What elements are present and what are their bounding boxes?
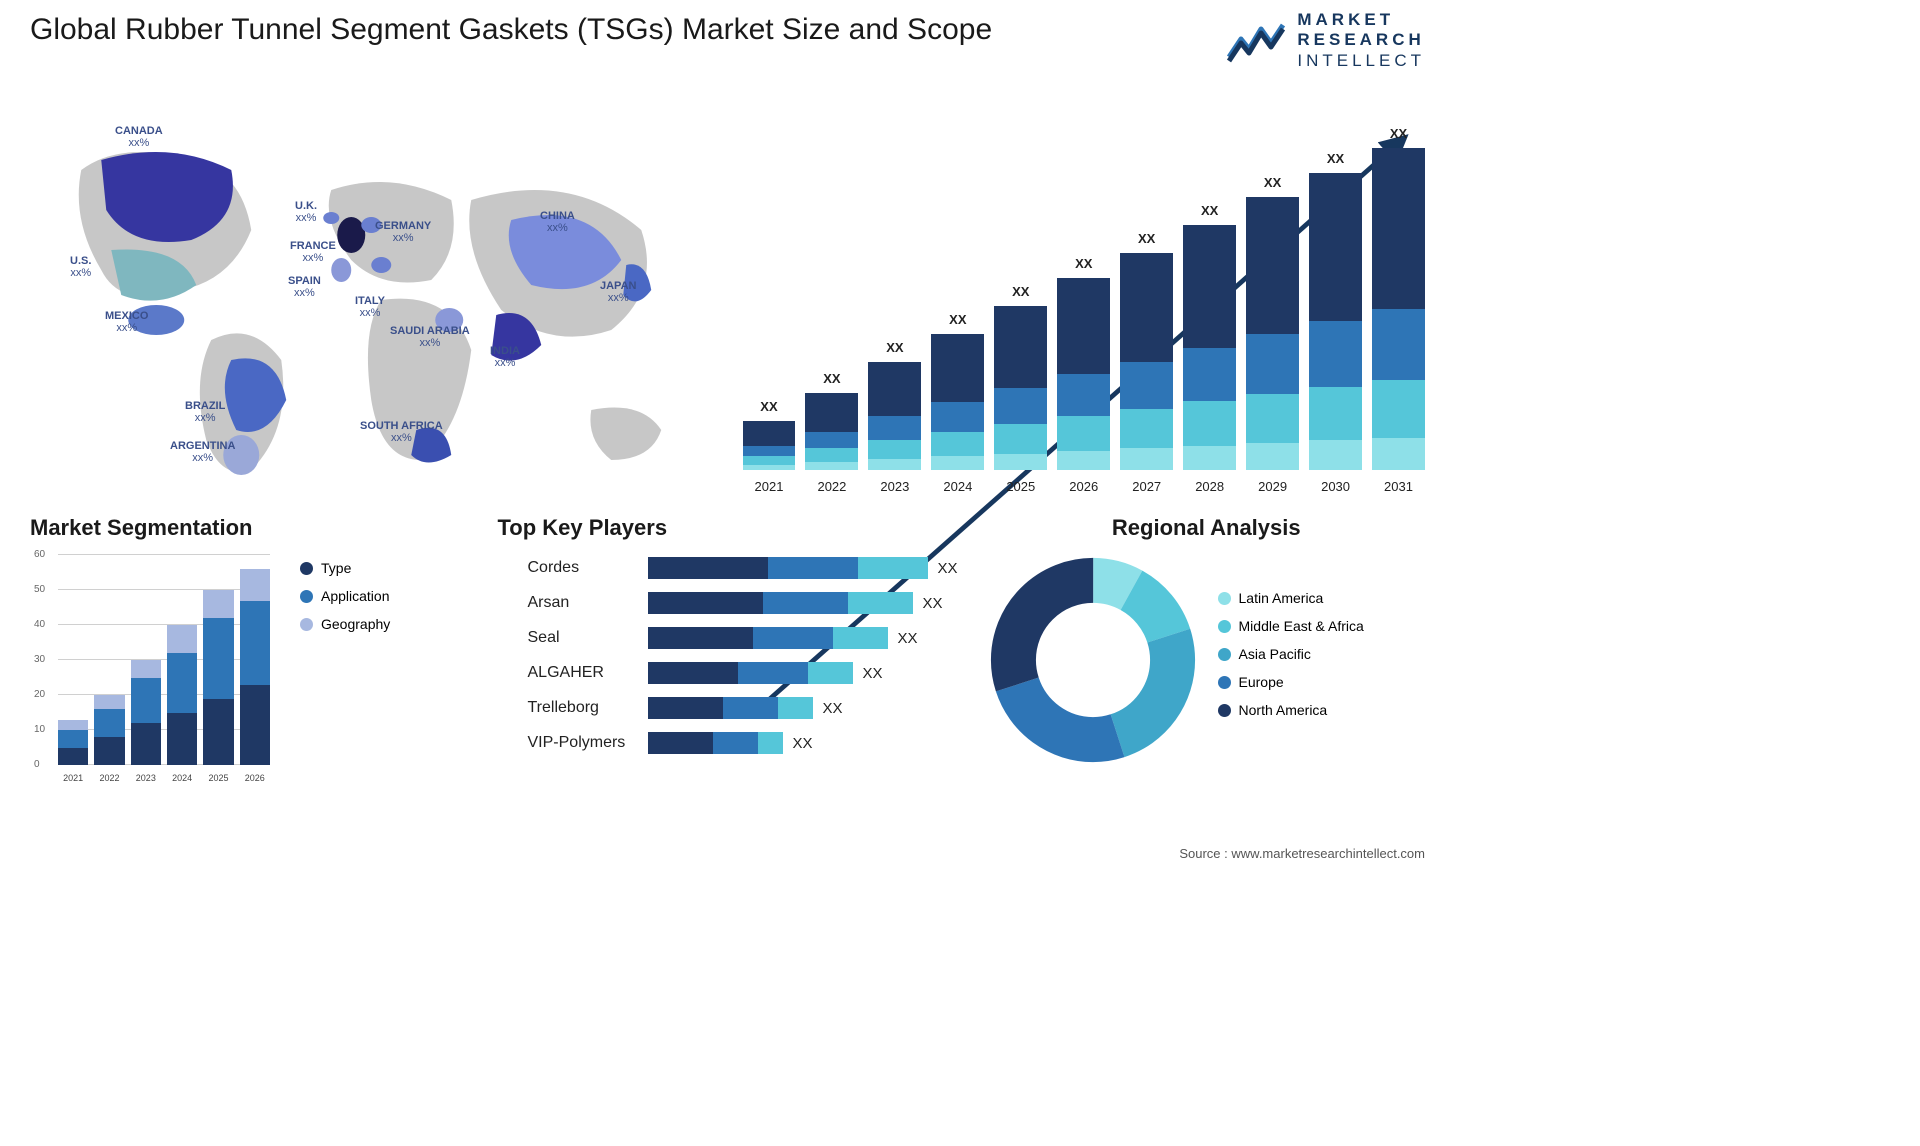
year-bar: XX: [805, 393, 858, 470]
map-label: ITALYxx%: [355, 295, 385, 319]
key-player-row: CordesXX: [528, 555, 958, 581]
market-size-chart: XXXXXXXXXXXXXXXXXXXXXX 20212022202320242…: [743, 110, 1426, 500]
year-bar: XX: [868, 362, 921, 471]
map-label: GERMANYxx%: [375, 220, 431, 244]
segmentation-legend: Type Application Geography: [300, 560, 390, 644]
map-label: ARGENTINAxx%: [170, 440, 235, 464]
seg-bar: [58, 555, 88, 765]
year-bar: XX: [1120, 253, 1173, 470]
year-bar: XX: [1246, 197, 1299, 470]
map-label: CANADAxx%: [115, 125, 163, 149]
map-label: CHINAxx%: [540, 210, 575, 234]
map-label: SOUTH AFRICAxx%: [360, 420, 443, 444]
key-players-chart: CordesXX ArsanXX SealXX ALGAHERXX Trelleborg…: [528, 555, 958, 756]
year-label: 2025: [994, 479, 1047, 494]
year-label: 2021: [743, 479, 796, 494]
key-player-row: ArsanXX: [528, 590, 958, 616]
legend-item: Geography: [300, 616, 390, 632]
segmentation-panel: Market Segmentation 0102030405060 202120…: [30, 515, 468, 815]
regional-legend: Latin America Middle East & Africa Asia Pa…: [1218, 590, 1364, 730]
year-label: 2027: [1120, 479, 1173, 494]
map-label: JAPANxx%: [600, 280, 636, 304]
year-bar: XX: [1183, 225, 1236, 470]
source-text: Source : www.marketresearchintellect.com: [1179, 846, 1425, 861]
year-label: 2028: [1183, 479, 1236, 494]
year-bar: XX: [931, 334, 984, 471]
year-label: 2031: [1372, 479, 1425, 494]
map-label: BRAZILxx%: [185, 400, 225, 424]
legend-item: Type: [300, 560, 390, 576]
map-label: INDIAxx%: [490, 345, 520, 369]
page-title: Global Rubber Tunnel Segment Gaskets (TS…: [30, 10, 992, 49]
year-label: 2026: [1057, 479, 1110, 494]
legend-item: Middle East & Africa: [1218, 618, 1364, 634]
regional-title: Regional Analysis: [988, 515, 1426, 541]
year-label: 2030: [1309, 479, 1362, 494]
legend-item: Latin America: [1218, 590, 1364, 606]
key-player-row: TrelleborgXX: [528, 695, 958, 721]
key-players-title: Top Key Players: [498, 515, 958, 541]
seg-bar: [203, 555, 233, 765]
map-label: SAUDI ARABIAxx%: [390, 325, 470, 349]
seg-bar: [94, 555, 124, 765]
segmentation-title: Market Segmentation: [30, 515, 468, 541]
map-label: MEXICOxx%: [105, 310, 148, 334]
segmentation-chart: 0102030405060 202120222023202420252026: [30, 555, 270, 785]
logo-line-1: MARKET: [1297, 10, 1425, 30]
year-bar: XX: [994, 306, 1047, 471]
map-label: U.S.xx%: [70, 255, 91, 279]
seg-bar: [240, 555, 270, 765]
regional-donut: [988, 555, 1198, 765]
brand-logo: MARKET RESEARCH INTELLECT: [1227, 10, 1425, 71]
regional-panel: Regional Analysis Latin America Middle Ea…: [988, 515, 1426, 815]
year-label: 2024: [931, 479, 984, 494]
seg-bar: [167, 555, 197, 765]
map-label: FRANCExx%: [290, 240, 336, 264]
key-players-panel: Top Key Players CordesXX ArsanXX SealXX ALG…: [498, 515, 958, 815]
key-player-row: ALGAHERXX: [528, 660, 958, 686]
year-label: 2029: [1246, 479, 1299, 494]
logo-line-3: INTELLECT: [1297, 51, 1425, 71]
year-bar: XX: [1372, 148, 1425, 470]
logo-line-2: RESEARCH: [1297, 30, 1425, 50]
year-label: 2022: [805, 479, 858, 494]
key-player-row: VIP-PolymersXX: [528, 730, 958, 756]
legend-item: Asia Pacific: [1218, 646, 1364, 662]
key-player-row: SealXX: [528, 625, 958, 651]
legend-item: Application: [300, 588, 390, 604]
year-bar: XX: [1057, 278, 1110, 471]
year-bar: XX: [743, 421, 796, 470]
year-label: 2023: [868, 479, 921, 494]
map-label: U.K.xx%: [295, 200, 317, 224]
legend-item: Europe: [1218, 674, 1364, 690]
legend-item: North America: [1218, 702, 1364, 718]
seg-bar: [131, 555, 161, 765]
map-label: SPAINxx%: [288, 275, 321, 299]
year-bar: XX: [1309, 173, 1362, 471]
world-map: CANADAxx% U.S.xx% MEXICOxx% BRAZILxx% ARGENT…: [30, 110, 713, 500]
